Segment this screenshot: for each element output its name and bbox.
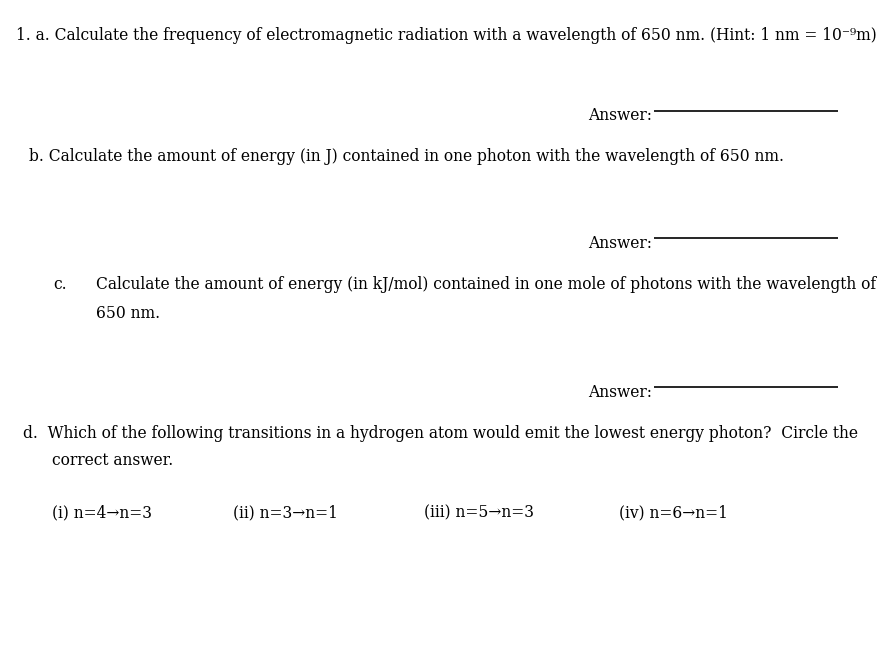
Text: (i) n=4→n=3: (i) n=4→n=3 xyxy=(52,505,151,521)
Text: 1. a. Calculate the frequency of electromagnetic radiation with a wavelength of : 1. a. Calculate the frequency of electro… xyxy=(16,27,877,44)
Text: Answer:: Answer: xyxy=(588,235,657,252)
Text: (iii) n=5→n=3: (iii) n=5→n=3 xyxy=(424,505,534,521)
Text: correct answer.: correct answer. xyxy=(52,452,173,469)
Text: b. Calculate the amount of energy (in J) contained in one photon with the wavele: b. Calculate the amount of energy (in J)… xyxy=(29,148,784,164)
Text: d.  Which of the following transitions in a hydrogen atom would emit the lowest : d. Which of the following transitions in… xyxy=(23,425,858,442)
Text: Calculate the amount of energy (in kJ/mol) contained in one mole of photons with: Calculate the amount of energy (in kJ/mo… xyxy=(96,276,877,293)
Text: c.: c. xyxy=(53,276,67,293)
Text: Answer:: Answer: xyxy=(588,384,657,401)
Text: 650 nm.: 650 nm. xyxy=(96,305,160,321)
Text: (ii) n=3→n=1: (ii) n=3→n=1 xyxy=(233,505,339,521)
Text: (iv) n=6→n=1: (iv) n=6→n=1 xyxy=(619,505,728,521)
Text: Answer:: Answer: xyxy=(588,107,657,124)
